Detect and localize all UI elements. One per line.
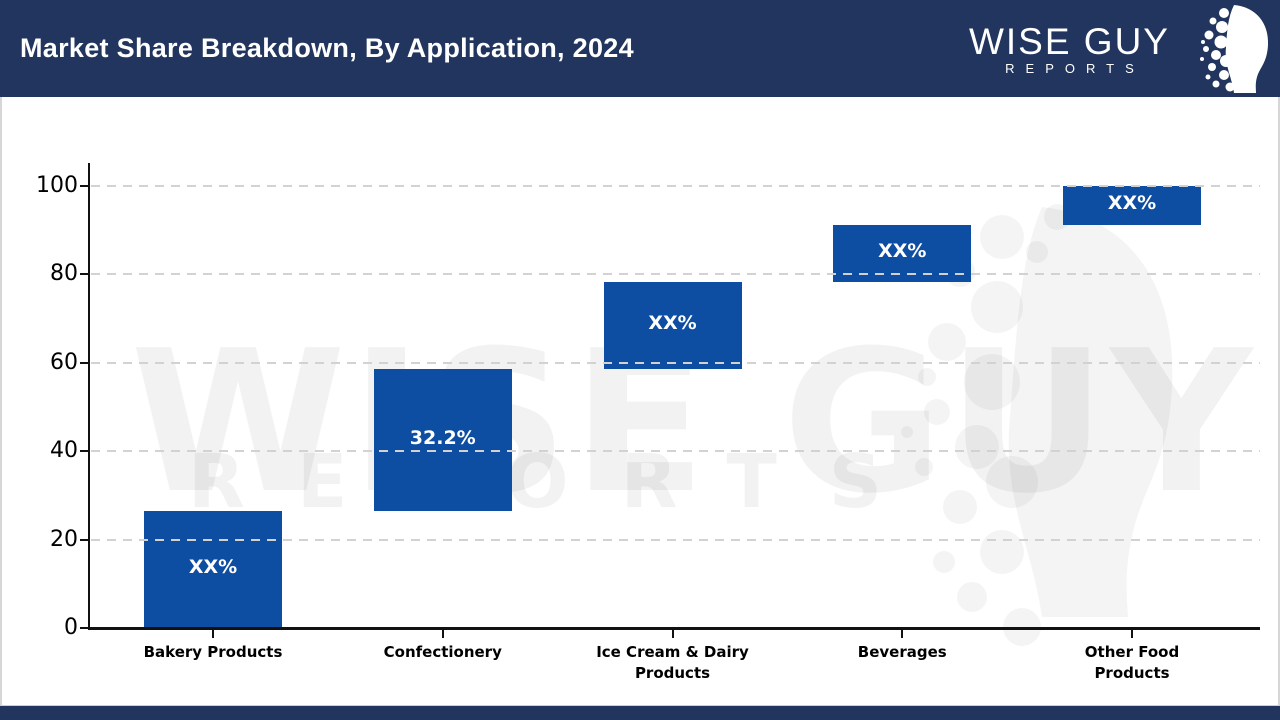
- x-category-label: Bakery Products: [143, 643, 283, 661]
- x-category-label: Beverages: [857, 643, 947, 661]
- x-category-label: Confectionery: [383, 643, 502, 661]
- x-tick-mark: [1131, 630, 1133, 638]
- y-tick-mark: [80, 361, 88, 364]
- bar-value-label: XX%: [878, 240, 927, 263]
- x-axis-line: [88, 627, 1260, 630]
- bar-value-label: XX%: [648, 312, 697, 335]
- y-tick-mark: [80, 450, 88, 453]
- x-tick-mark: [212, 630, 214, 638]
- logo-wordmark: WISE GUY: [968, 21, 1170, 63]
- chart-title: Market Share Breakdown, By Application, …: [20, 33, 634, 63]
- y-tick-label: 60: [50, 349, 78, 375]
- y-tick-label: 0: [64, 615, 78, 640]
- watermark-face-icon: [901, 204, 1173, 646]
- y-tick-mark: [80, 273, 88, 276]
- gridline: [91, 538, 1260, 541]
- watermark-subtitle: REPORTS: [188, 439, 935, 525]
- x-category-label: Other Food Products: [1084, 643, 1180, 682]
- x-tick-mark: [671, 630, 674, 638]
- wise-guy-reports-logo: WISE GUY REPORTS: [968, 5, 1272, 93]
- y-tick-label: 80: [50, 261, 78, 287]
- logo-text: WISE GUY REPORTS: [968, 21, 1170, 76]
- y-tick-mark: [80, 627, 88, 629]
- y-tick-label: 20: [50, 526, 78, 552]
- x-category-label: Ice Cream & Dairy Products: [596, 643, 749, 682]
- bar-value-label: XX%: [1107, 192, 1157, 215]
- gridline: [91, 273, 1260, 276]
- y-tick-mark: [80, 185, 88, 187]
- chart-plot-area: WISE GUY REPORTS 0 20 40 60 80 100 XX% Bakery P…: [0, 97, 1280, 706]
- bar-beverages: [833, 224, 972, 282]
- bar-ice-cream-dairy-products: [603, 281, 742, 369]
- logo-face-icon: [1200, 5, 1269, 93]
- bar-confectionery: [373, 368, 512, 511]
- x-tick-mark: [901, 630, 904, 638]
- logo-subtitle: REPORTS: [1005, 60, 1145, 76]
- header-bar: Market Share Breakdown, By Application, …: [0, 0, 1280, 97]
- x-tick-mark: [441, 630, 444, 638]
- bar-bakery-products: [144, 510, 282, 628]
- y-axis-line: [88, 163, 90, 630]
- y-tick-label: 40: [50, 438, 78, 464]
- gridline: [91, 450, 1260, 453]
- bar-other-food-products: [1063, 186, 1201, 225]
- bar-value-label: XX%: [188, 556, 238, 579]
- gridline: [91, 361, 1260, 364]
- bar-value-label: 32.2%: [409, 426, 476, 449]
- gridline: [91, 185, 1260, 187]
- y-tick-label: 100: [36, 173, 78, 198]
- y-tick-mark: [80, 538, 88, 541]
- footer-bar: [0, 705, 1280, 720]
